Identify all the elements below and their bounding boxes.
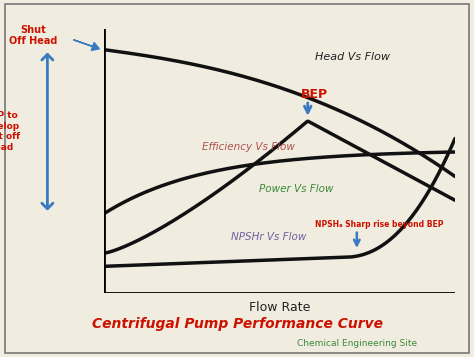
Text: BHP to
develop
Shut off
Head: BHP to develop Shut off Head — [0, 111, 20, 152]
Text: Efficiency Vs Flow: Efficiency Vs Flow — [202, 142, 295, 152]
Text: BEP: BEP — [301, 87, 328, 101]
Text: Centrifugal Pump Performance Curve: Centrifugal Pump Performance Curve — [91, 317, 383, 331]
Text: NPSHₐ Sharp rise beyond BEP: NPSHₐ Sharp rise beyond BEP — [315, 220, 443, 229]
Text: NPSHr Vs Flow: NPSHr Vs Flow — [230, 232, 306, 242]
Text: Power Vs Flow: Power Vs Flow — [259, 184, 333, 194]
Text: Head Vs Flow: Head Vs Flow — [315, 52, 390, 62]
Text: Chemical Engineering Site: Chemical Engineering Site — [297, 339, 417, 348]
Text: Flow Rate: Flow Rate — [249, 301, 310, 314]
Text: Shut
Off Head: Shut Off Head — [9, 25, 57, 46]
